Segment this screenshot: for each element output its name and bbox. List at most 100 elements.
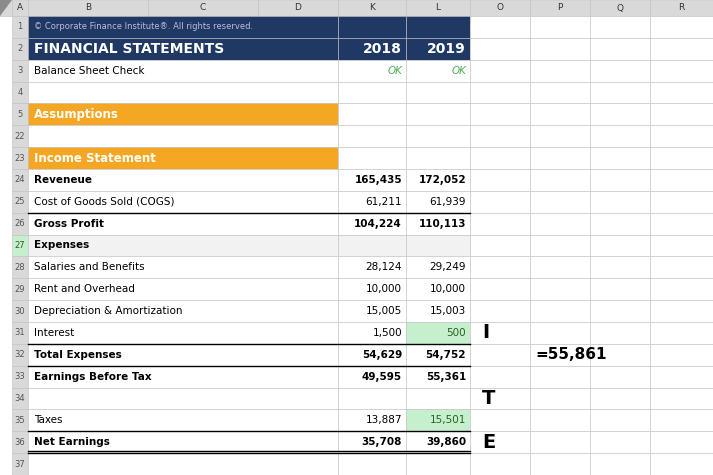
Bar	[28, 82, 338, 104]
Bar	[406, 82, 470, 104]
Bar	[590, 388, 650, 409]
Text: Taxes: Taxes	[34, 415, 63, 425]
Text: 2018: 2018	[363, 42, 402, 56]
Bar	[650, 344, 713, 366]
Text: 172,052: 172,052	[419, 175, 466, 185]
Text: 24: 24	[15, 175, 25, 184]
Bar	[470, 38, 530, 60]
Bar	[28, 104, 338, 125]
Bar	[650, 235, 713, 256]
Bar	[650, 125, 713, 147]
Bar	[470, 278, 530, 300]
Text: =55,861: =55,861	[535, 347, 607, 362]
Bar	[28, 366, 338, 388]
Bar	[12, 213, 28, 235]
Bar	[338, 256, 406, 278]
Bar	[338, 300, 406, 322]
Text: 61,211: 61,211	[366, 197, 402, 207]
Bar	[530, 256, 590, 278]
Bar	[590, 125, 650, 147]
Bar	[338, 60, 406, 82]
Text: 34: 34	[15, 394, 26, 403]
Text: 15,003: 15,003	[430, 306, 466, 316]
Bar	[650, 366, 713, 388]
Bar	[530, 191, 590, 213]
Text: E: E	[482, 433, 496, 452]
Bar	[590, 147, 650, 169]
Bar	[590, 38, 650, 60]
Bar	[12, 104, 28, 125]
Bar	[590, 235, 650, 256]
Bar	[338, 366, 406, 388]
Bar	[338, 147, 406, 169]
Bar	[650, 322, 713, 344]
Bar	[28, 300, 338, 322]
Bar	[530, 300, 590, 322]
Text: 31: 31	[15, 328, 26, 337]
Bar	[650, 169, 713, 191]
Bar	[338, 278, 406, 300]
Text: 37: 37	[15, 460, 26, 468]
Bar	[338, 453, 406, 475]
Bar	[406, 278, 470, 300]
Text: 28: 28	[15, 263, 26, 272]
Text: Q: Q	[617, 3, 623, 12]
Bar	[406, 38, 470, 60]
Bar	[406, 453, 470, 475]
Bar	[406, 431, 470, 453]
Bar	[338, 82, 406, 104]
Text: 32: 32	[15, 350, 26, 359]
Bar	[530, 388, 590, 409]
Bar	[470, 60, 530, 82]
Text: 13,887: 13,887	[366, 415, 402, 425]
Text: P: P	[558, 3, 563, 12]
Text: 61,939: 61,939	[429, 197, 466, 207]
Bar	[28, 409, 338, 431]
Bar	[28, 431, 338, 453]
Bar	[530, 0, 590, 16]
Bar	[530, 409, 590, 431]
Text: 165,435: 165,435	[354, 175, 402, 185]
Bar	[406, 366, 470, 388]
Bar	[470, 16, 530, 38]
Bar	[28, 453, 338, 475]
Bar	[406, 16, 470, 38]
Bar	[406, 256, 470, 278]
Bar	[590, 278, 650, 300]
Bar	[530, 38, 590, 60]
Polygon shape	[0, 0, 12, 16]
Bar	[530, 147, 590, 169]
Text: 2019: 2019	[427, 42, 466, 56]
Text: Income Statement: Income Statement	[34, 152, 156, 164]
Text: 39,860: 39,860	[426, 437, 466, 447]
Bar	[28, 147, 338, 169]
Bar	[530, 60, 590, 82]
Bar	[406, 125, 470, 147]
Bar	[470, 409, 530, 431]
Bar	[590, 344, 650, 366]
Bar	[470, 344, 530, 366]
Bar	[530, 169, 590, 191]
Bar	[28, 38, 338, 60]
Text: 10,000: 10,000	[366, 284, 402, 294]
Bar	[470, 82, 530, 104]
Text: B: B	[85, 3, 91, 12]
Bar	[590, 60, 650, 82]
Bar	[590, 409, 650, 431]
Text: 29: 29	[15, 285, 25, 294]
Bar	[530, 125, 590, 147]
Bar	[12, 169, 28, 191]
Text: 54,629: 54,629	[361, 350, 402, 360]
Bar	[12, 0, 28, 16]
Bar	[650, 300, 713, 322]
Bar	[406, 388, 470, 409]
Bar	[12, 60, 28, 82]
Bar	[406, 60, 470, 82]
Bar	[590, 191, 650, 213]
Bar	[650, 38, 713, 60]
Bar	[470, 366, 530, 388]
Text: Reveneue: Reveneue	[34, 175, 92, 185]
Text: OK: OK	[387, 66, 402, 76]
Bar	[28, 344, 338, 366]
Bar	[338, 388, 406, 409]
